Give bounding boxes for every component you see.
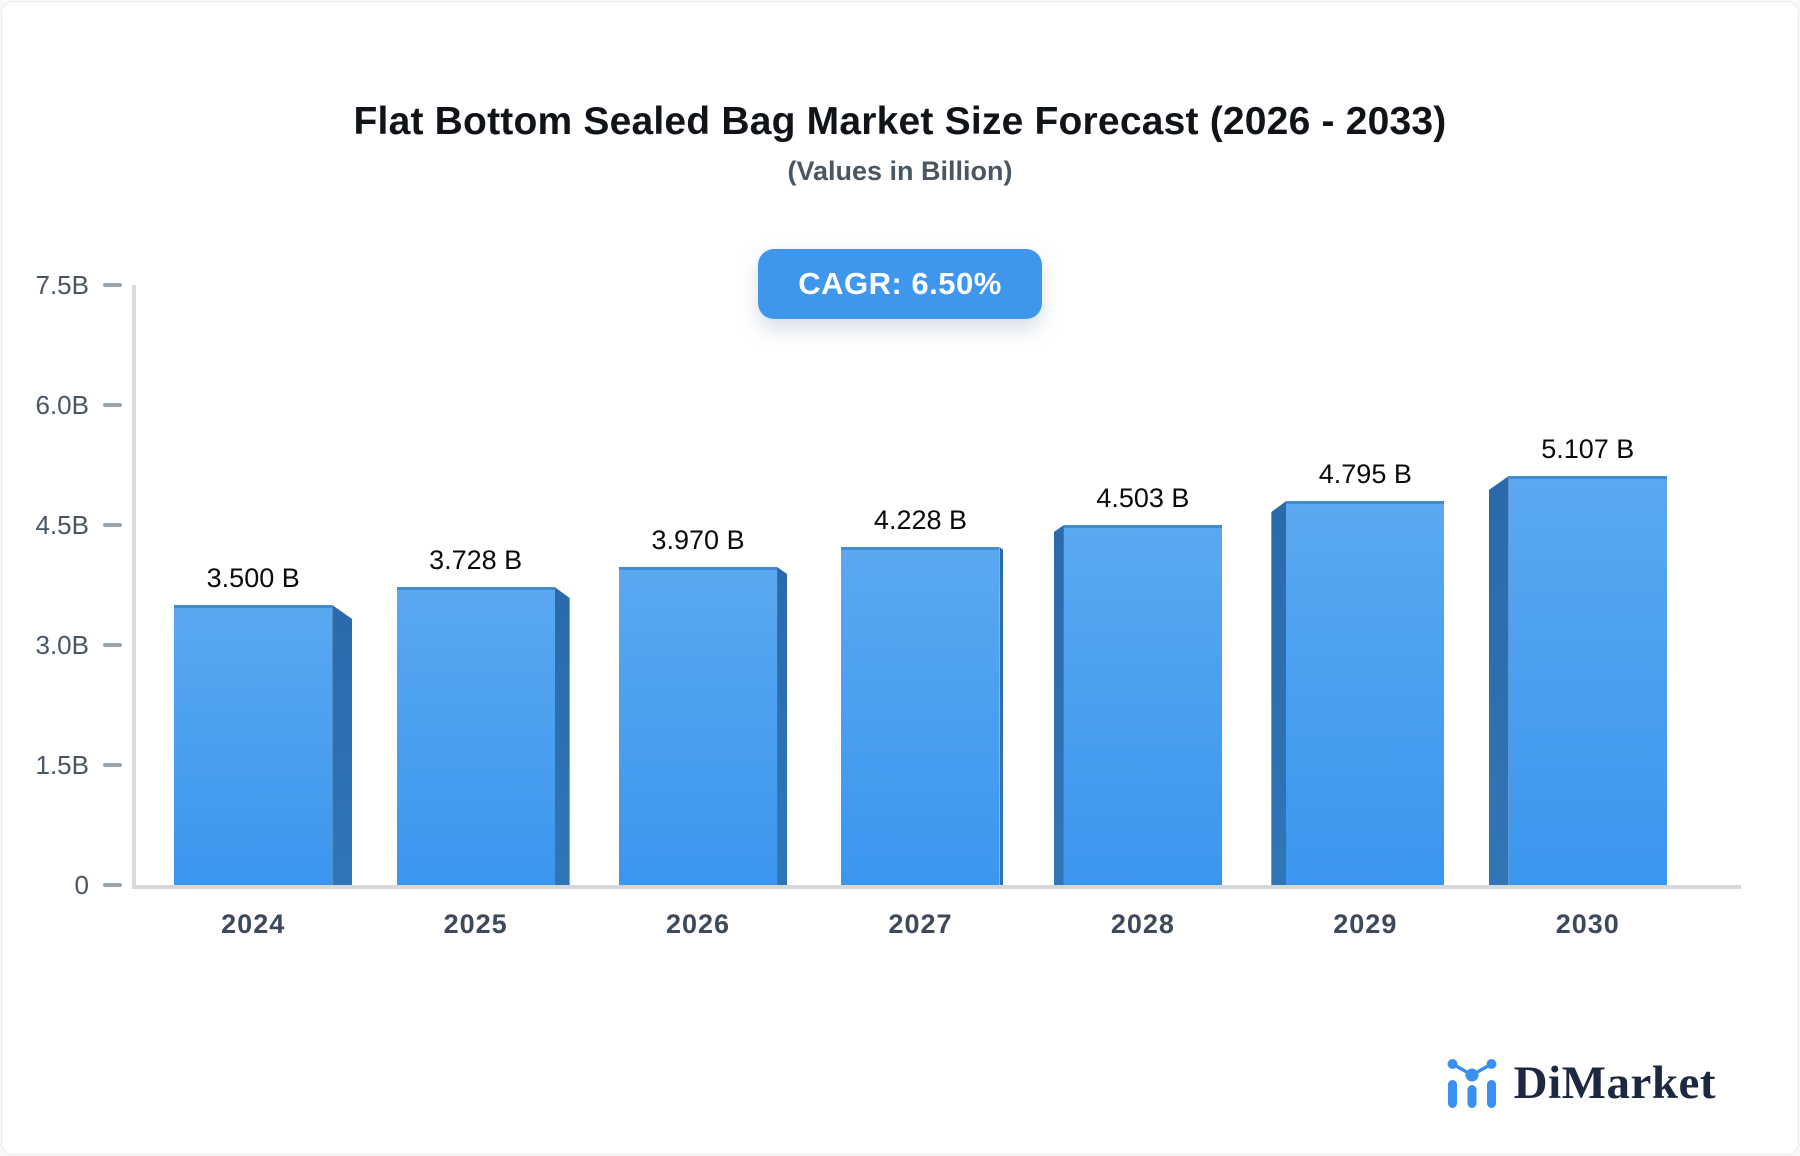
bar-3d-side [999, 547, 1004, 885]
bar-face [619, 567, 778, 885]
x-axis-label: 2029 [1333, 909, 1398, 939]
bar-value-label: 4.503 B [1096, 483, 1190, 513]
bar-value-label: 3.728 B [429, 545, 523, 575]
y-tick-label: 7.5B [35, 269, 90, 300]
bar-face [396, 587, 555, 885]
y-tick-label: 0 [74, 869, 89, 900]
plot-area: 0 1.5B 3.0B 4.5B 6.0B 7.5B 3.500 B 2024 3.728 B 2… [36, 270, 1741, 939]
bar-group: 4.228 B 2027 [809, 285, 1031, 939]
bar-group: 3.970 B 2026 [587, 285, 809, 939]
bar-chart: 0 1.5B 3.0B 4.5B 6.0B 7.5B 3.500 B 2024 3.728 B 2… [36, 270, 1741, 939]
bar-3d-side [332, 605, 353, 885]
bar-3d-side [554, 587, 570, 885]
y-tick: 7.5B [35, 269, 122, 300]
bar-3d-side [1271, 501, 1287, 885]
x-axis-label: 2025 [443, 909, 508, 939]
y-tick-mark [103, 403, 122, 407]
y-tick: 0 [74, 869, 122, 900]
bar: 4.503 B [1053, 483, 1222, 885]
x-axis-label: 2030 [1555, 909, 1620, 939]
bar-3d-side [1488, 476, 1509, 885]
y-tick-label: 6.0B [35, 389, 90, 420]
y-tick: 3.0B [35, 629, 122, 660]
bar-group: 3.728 B 2025 [364, 285, 586, 939]
y-tick-label: 4.5B [35, 509, 90, 540]
bar-value-label: 3.500 B [206, 563, 300, 593]
brand-logo: DiMarket [1443, 1054, 1716, 1112]
cagr-badge: CAGR: 6.50% [758, 249, 1042, 319]
y-tick-mark [103, 283, 122, 287]
bar-value-label: 4.228 B [873, 505, 968, 535]
chart-title: Flat Bottom Sealed Bag Market Size Forec… [353, 100, 1447, 143]
bar-value-label: 4.795 B [1318, 459, 1412, 489]
bar-face [174, 605, 333, 885]
bar: 3.728 B [396, 545, 570, 885]
cagr-badge-row: CAGR: 6.50% [2, 249, 1798, 319]
y-tick: 4.5B [35, 509, 122, 540]
bar-face [1286, 501, 1445, 885]
bar-group: 4.503 B 2028 [1032, 285, 1254, 939]
chart-subtitle: (Values in Billion) [787, 156, 1013, 186]
y-tick-mark [103, 763, 122, 767]
bar-3d-side [1053, 525, 1064, 885]
y-tick-mark [103, 643, 122, 647]
x-axis-label: 2028 [1110, 909, 1175, 939]
brand-name: DiMarket [1513, 1057, 1716, 1109]
x-axis-label: 2026 [666, 909, 731, 939]
bar-face [1508, 476, 1667, 885]
bar-value-label: 5.107 B [1541, 434, 1635, 464]
bar-face [1063, 525, 1222, 885]
bar: 4.228 B [841, 505, 1004, 885]
bar: 4.795 B [1271, 459, 1445, 885]
y-tick-label: 1.5B [35, 749, 90, 780]
y-tick-label: 3.0B [35, 629, 90, 660]
bar: 5.107 B [1488, 434, 1667, 885]
y-tick: 1.5B [35, 749, 122, 780]
bars-row: 3.500 B 2024 3.728 B 2025 3.970 B 2026 4.228 B… [136, 285, 1741, 939]
bar-chart-analytics-icon [1447, 1059, 1497, 1108]
bar-face [841, 547, 1000, 885]
bar-group: 5.107 B 2030 [1477, 285, 1699, 939]
bar-group: 4.795 B 2029 [1254, 285, 1476, 939]
y-tick-mark [103, 883, 122, 887]
y-tick-mark [103, 523, 122, 527]
bar: 3.500 B [174, 563, 353, 885]
bar: 3.970 B [619, 525, 788, 885]
bar-3d-side [777, 567, 788, 885]
y-tick: 6.0B [35, 389, 122, 420]
x-axis-label: 2024 [221, 909, 286, 939]
bar-group: 3.500 B 2024 [142, 285, 364, 939]
x-axis-label: 2027 [888, 909, 953, 939]
bar-value-label: 3.970 B [651, 525, 745, 555]
